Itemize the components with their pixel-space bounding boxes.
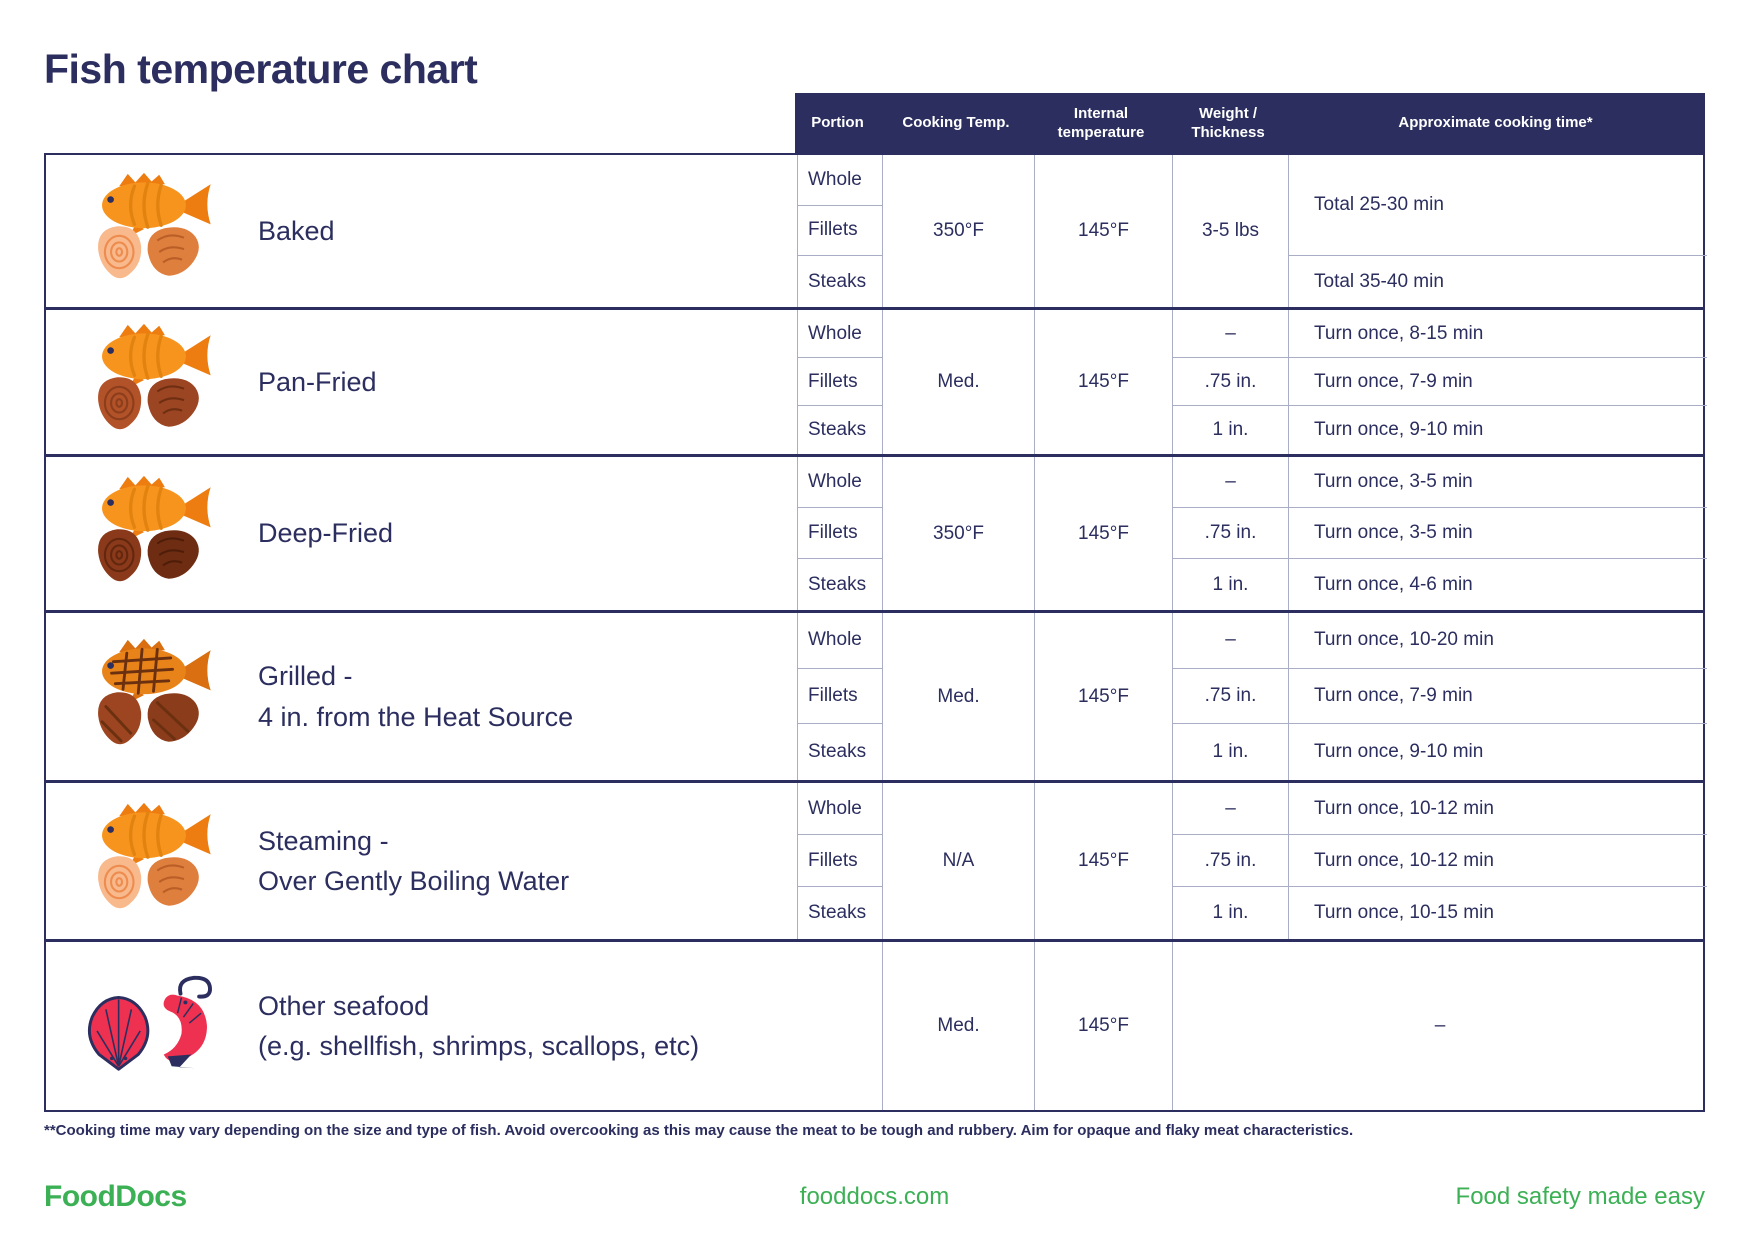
portion-cell: Whole (797, 783, 882, 835)
shellfish-and-shrimp-icon (78, 972, 228, 1080)
weight-cell: 1 in. (1172, 724, 1288, 780)
fish-with-fried-fillets-icon (78, 321, 228, 443)
weight-cell: .75 in. (1172, 835, 1288, 887)
method-cell: Baked (46, 155, 797, 307)
portion-cell: Whole (797, 155, 882, 206)
footnote: **Cooking time may vary depending on the… (44, 1122, 1354, 1139)
cooking-time-cell: Turn once, 9-10 min (1288, 724, 1707, 780)
header-cooking-temp: Cooking Temp. (902, 114, 1010, 132)
footer-tagline: Food safety made easy (1455, 1183, 1705, 1210)
cooking-temp-cell: Med. (882, 613, 1034, 780)
method-cell: Deep-Fried (46, 457, 797, 610)
weight-cell: – (1172, 783, 1288, 835)
grilled-fish-with-fillets-icon (78, 636, 228, 758)
cooking-time-cell: Turn once, 7-9 min (1288, 668, 1707, 725)
header-weight-thickness: Weight / Thickness (1191, 104, 1265, 142)
fooddocs-logo: FoodDocs (44, 1180, 187, 1213)
method-cell: Steaming - Over Gently Boiling Water (46, 783, 797, 939)
cooking-time-cell: Turn once, 10-15 min (1288, 887, 1707, 939)
portion-cell: Fillets (797, 205, 882, 257)
method-label: Other seafood (e.g. shellfish, shrimps, … (258, 990, 700, 1062)
weight-cell: .75 in. (1172, 668, 1288, 725)
weight-cell: .75 in. (1172, 508, 1288, 559)
internal-temp-cell: 145°F (1034, 310, 1172, 454)
method-cell: Grilled - 4 in. from the Heat Source (46, 613, 797, 780)
cooking-temp-cell: Med. (882, 310, 1034, 454)
row-group-other-seafood: Other seafood (e.g. shellfish, shrimps, … (46, 939, 1703, 1110)
method-label: Deep-Fried (258, 518, 394, 549)
header-cooking-time: Approximate cooking time* (1398, 114, 1593, 132)
cooking-temp-cell: N/A (882, 783, 1034, 939)
row-group-pan-fried: Pan-Fried Whole Fillets Steaks Med. 145°… (46, 307, 1707, 454)
header-internal-temp: Internal temperature (1057, 104, 1145, 142)
cooking-temp-cell: Med. (882, 942, 1034, 1110)
portion-cell: Steaks (797, 406, 882, 454)
weight-cell: .75 in. (1172, 358, 1288, 406)
method-label: Baked (258, 215, 335, 246)
weight-cell: 3-5 lbs (1172, 155, 1288, 307)
weight-cell: – (1172, 310, 1288, 358)
internal-temp-cell: 145°F (1034, 613, 1172, 780)
fish-with-fillets-icon (78, 170, 228, 292)
weight-cell: – (1172, 613, 1288, 669)
internal-temp-cell: 145°F (1034, 155, 1172, 307)
table-header-row: Portion Cooking Temp. Internal temperatu… (795, 93, 1705, 153)
method-cell: Pan-Fried (46, 310, 797, 454)
footer: FoodDocs fooddocs.com Food safety made e… (44, 1176, 1705, 1218)
cooking-time-cell: Turn once, 3-5 min (1288, 457, 1707, 508)
cooking-time-cell: Total 35-40 min (1288, 256, 1707, 307)
method-label: Steaming - Over Gently Boiling Water (258, 825, 570, 897)
portion-cell: Steaks (797, 724, 882, 780)
row-group-baked: Baked Whole Fillets Steaks 350°F 145°F 3… (46, 155, 1707, 307)
portion-cell: Whole (797, 457, 882, 508)
method-label: Grilled - 4 in. from the Heat Source (258, 661, 574, 732)
header-portion: Portion (811, 114, 864, 132)
weight-cell: – (1172, 457, 1288, 508)
cooking-time-cell: Turn once, 9-10 min (1288, 406, 1707, 454)
cooking-time-cell: Turn once, 7-9 min (1288, 358, 1707, 406)
portion-cell: Steaks (797, 559, 882, 610)
internal-temp-cell: 145°F (1034, 942, 1172, 1110)
portion-cell: Whole (797, 310, 882, 358)
cooking-time-cell: Turn once, 3-5 min (1288, 508, 1707, 559)
portion-cell: Steaks (797, 887, 882, 939)
row-group-steaming: Steaming - Over Gently Boiling Water Who… (46, 780, 1707, 939)
cooking-temp-cell: 350°F (882, 155, 1034, 307)
weight-cell: 1 in. (1172, 559, 1288, 610)
weight-cell: 1 in. (1172, 406, 1288, 454)
cooking-time-cell: Turn once, 4-6 min (1288, 559, 1707, 610)
cooking-time-cell: Turn once, 10-12 min (1288, 835, 1707, 887)
page-title: Fish temperature chart (44, 46, 478, 92)
fish-with-deep-fried-fillets-icon (78, 473, 228, 595)
cooking-temp-cell: 350°F (882, 457, 1034, 610)
method-label: Pan-Fried (258, 366, 377, 397)
cooking-time-cell: Turn once, 10-12 min (1288, 783, 1707, 835)
portion-cell: Whole (797, 613, 882, 669)
internal-temp-cell: 145°F (1034, 457, 1172, 610)
row-group-deep-fried: Deep-Fried Whole Fillets Steaks 350°F 14… (46, 454, 1707, 610)
portion-cell: Steaks (797, 256, 882, 307)
portion-cell: Fillets (797, 508, 882, 559)
row-group-grilled: Grilled - 4 in. from the Heat Source Who… (46, 610, 1707, 780)
method-cell: Other seafood (e.g. shellfish, shrimps, … (46, 942, 882, 1110)
portion-cell: Fillets (797, 668, 882, 725)
cooking-time-cell: Total 25-30 min (1288, 155, 1707, 257)
cooking-time-cell: Turn once, 8-15 min (1288, 310, 1707, 358)
footer-url: fooddocs.com (799, 1183, 950, 1210)
cooking-time-cell: – (1172, 942, 1707, 1110)
portion-cell: Fillets (797, 835, 882, 887)
fish-with-fillets-icon (78, 800, 228, 922)
weight-cell: 1 in. (1172, 887, 1288, 939)
table-body: Baked Whole Fillets Steaks 350°F 145°F 3… (44, 153, 1707, 1112)
internal-temp-cell: 145°F (1034, 783, 1172, 939)
cooking-time-cell: Turn once, 10-20 min (1288, 613, 1707, 669)
portion-cell: Fillets (797, 358, 882, 406)
